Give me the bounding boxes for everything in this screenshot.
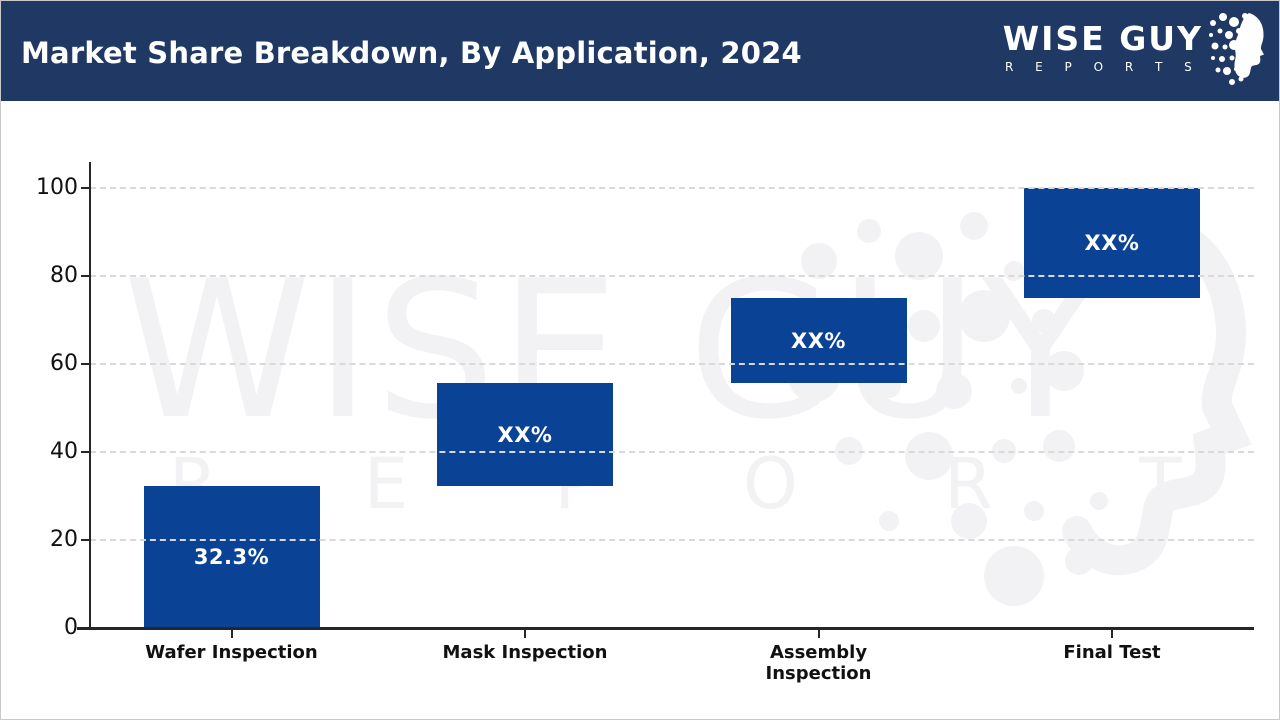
y-axis-tick-40 bbox=[81, 451, 90, 453]
bar-value-label: XX% bbox=[497, 422, 553, 447]
x-axis-tick-mask-inspection bbox=[524, 629, 526, 638]
y-axis-tick-label-0: 0 bbox=[64, 615, 78, 640]
x-axis-tick-label-assembly-inspection: Assembly Inspection bbox=[765, 642, 872, 684]
y-axis-spine bbox=[89, 161, 91, 630]
bar-wafer-inspection: 32.3% bbox=[143, 485, 320, 628]
gridline-y-40 bbox=[90, 451, 1254, 453]
page-title: Market Share Breakdown, By Application, … bbox=[21, 36, 802, 70]
gridline-y-20 bbox=[90, 539, 1254, 541]
y-axis-tick-100 bbox=[81, 187, 90, 189]
y-axis-tick-label-80: 80 bbox=[50, 263, 78, 288]
x-axis-tick-assembly-inspection bbox=[817, 629, 820, 638]
y-axis-tick-label-60: 60 bbox=[50, 351, 78, 376]
gridline-y-60 bbox=[90, 363, 1254, 365]
y-axis-tick-20 bbox=[81, 539, 90, 541]
logo-wordmark: WISE GUY bbox=[1002, 19, 1203, 58]
bar-assembly-inspection: XX% bbox=[730, 298, 907, 384]
header-bar: Market Share Breakdown, By Application, … bbox=[1, 1, 1279, 101]
wise-guy-reports-logo: WISE GUY R E P O R T S bbox=[1003, 9, 1265, 93]
logo-face-icon bbox=[1209, 13, 1264, 85]
gridline-y-100 bbox=[90, 187, 1254, 189]
x-axis-tick-label-wafer-inspection: Wafer Inspection bbox=[145, 642, 318, 663]
bar-value-label: XX% bbox=[791, 328, 846, 353]
y-axis-tick-80 bbox=[81, 275, 90, 277]
y-axis-tick-label-40: 40 bbox=[50, 439, 78, 464]
waterfall-chart: 0 20 40 60 80 100 32.3% Wafer Inspection XX% Mask… bbox=[1, 101, 1279, 719]
x-axis-tick-label-final-test: Final Test bbox=[1063, 642, 1161, 663]
y-axis-tick-60 bbox=[81, 363, 90, 365]
x-axis-spine bbox=[77, 627, 1254, 630]
x-axis-tick-wafer-inspection bbox=[230, 629, 233, 638]
y-axis-tick-label-20: 20 bbox=[50, 527, 78, 552]
bar-value-label: 32.3% bbox=[193, 544, 270, 569]
x-axis-tick-label-mask-inspection: Mask Inspection bbox=[442, 642, 608, 663]
x-axis-tick-final-test bbox=[1111, 629, 1113, 638]
gridline-y-80 bbox=[90, 275, 1254, 277]
bar-value-label: XX% bbox=[1084, 231, 1140, 255]
y-axis-tick-label-100: 100 bbox=[36, 175, 78, 200]
bar-mask-inspection: XX% bbox=[437, 383, 613, 486]
logo-subtitle: R E P O R T S bbox=[1004, 60, 1201, 74]
bar-final-test: XX% bbox=[1024, 188, 1200, 298]
